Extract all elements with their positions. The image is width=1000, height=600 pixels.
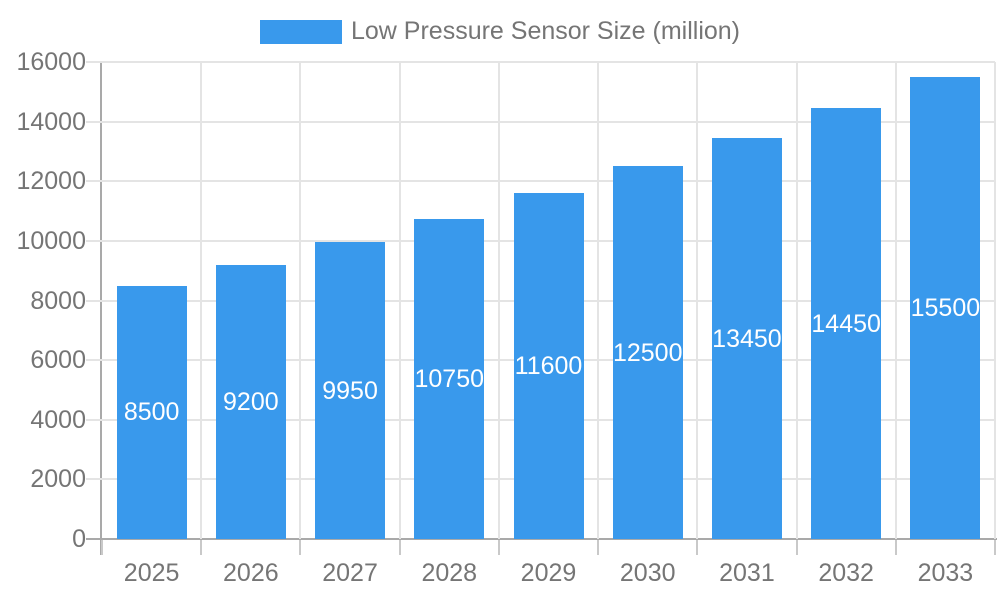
x-axis-label: 2028 <box>421 559 478 587</box>
bar-value-label: 11600 <box>514 352 583 381</box>
x-axis-tick <box>497 540 500 555</box>
y-axis-label: 16000 <box>16 48 86 76</box>
gridline-vertical <box>497 62 500 539</box>
x-axis-tick <box>597 540 600 555</box>
y-axis-label: 0 <box>72 525 86 553</box>
y-axis-label: 10000 <box>16 226 86 255</box>
legend-swatch <box>259 19 342 44</box>
bar-value-label: 15500 <box>910 293 981 322</box>
bar-2032[interactable] <box>811 108 882 539</box>
bar-2025[interactable] <box>116 285 187 539</box>
plot-area: 8500 9200 9950 10750 11600 12500 13450 14450 155… <box>86 61 996 539</box>
y-axis-label: 4000 <box>30 405 86 434</box>
y-axis-line <box>100 62 102 555</box>
gridline-vertical <box>200 62 203 539</box>
x-axis-label: 2030 <box>619 559 676 587</box>
x-axis-tick <box>894 540 897 555</box>
x-axis-tick <box>696 540 699 555</box>
bar-value-label: 10750 <box>414 364 485 393</box>
x-axis-label: 2033 <box>917 559 974 587</box>
x-axis-label: 2026 <box>223 559 279 587</box>
gridline-vertical <box>299 62 302 539</box>
y-axis-label: 14000 <box>16 107 86 136</box>
x-axis-tick <box>101 540 103 555</box>
bar-2026[interactable] <box>215 264 286 539</box>
gridline-horizontal <box>86 180 995 183</box>
bar-2031[interactable] <box>711 138 782 539</box>
x-axis-label: 2025 <box>123 559 180 587</box>
bar-2030[interactable] <box>612 166 683 539</box>
x-axis-tick <box>299 540 302 555</box>
bar-value-label: 9950 <box>322 376 378 405</box>
gridline-vertical <box>994 62 996 539</box>
y-axis-label: 6000 <box>30 346 86 375</box>
x-axis-tick <box>398 540 401 555</box>
bar-2033[interactable] <box>910 76 981 539</box>
bar-value-label: 9200 <box>223 387 279 416</box>
x-axis-label: 2032 <box>818 559 874 587</box>
gridline-vertical <box>398 62 401 539</box>
bar-2028[interactable] <box>414 218 485 539</box>
x-axis-label: 2029 <box>520 559 577 587</box>
gridline-vertical <box>795 62 798 539</box>
bar-value-label: 14450 <box>811 309 881 338</box>
x-axis-label: 2027 <box>322 559 378 587</box>
x-axis-tick <box>795 540 798 555</box>
bar-2029[interactable] <box>513 193 584 539</box>
bar-value-label: 13450 <box>712 324 782 353</box>
y-axis-label: 8000 <box>30 286 86 315</box>
y-axis-label: 2000 <box>30 465 86 494</box>
x-axis-tick <box>200 540 203 555</box>
legend-label: Low Pressure Sensor Size (million) <box>350 17 741 45</box>
gridline-vertical <box>894 62 897 539</box>
x-axis-label: 2031 <box>719 559 775 587</box>
gridline-vertical <box>597 62 600 539</box>
bar-value-label: 12500 <box>612 338 683 367</box>
bar-value-label: 8500 <box>123 398 180 427</box>
gridline-vertical <box>696 62 699 539</box>
gridline-horizontal <box>86 120 995 123</box>
gridline-horizontal <box>86 61 995 63</box>
y-axis-label: 12000 <box>16 167 86 196</box>
x-axis-tick <box>994 540 996 555</box>
x-axis-line <box>86 538 997 540</box>
bar-2027[interactable] <box>315 242 386 539</box>
legend[interactable]: Low Pressure Sensor Size (million) <box>0 17 1000 46</box>
